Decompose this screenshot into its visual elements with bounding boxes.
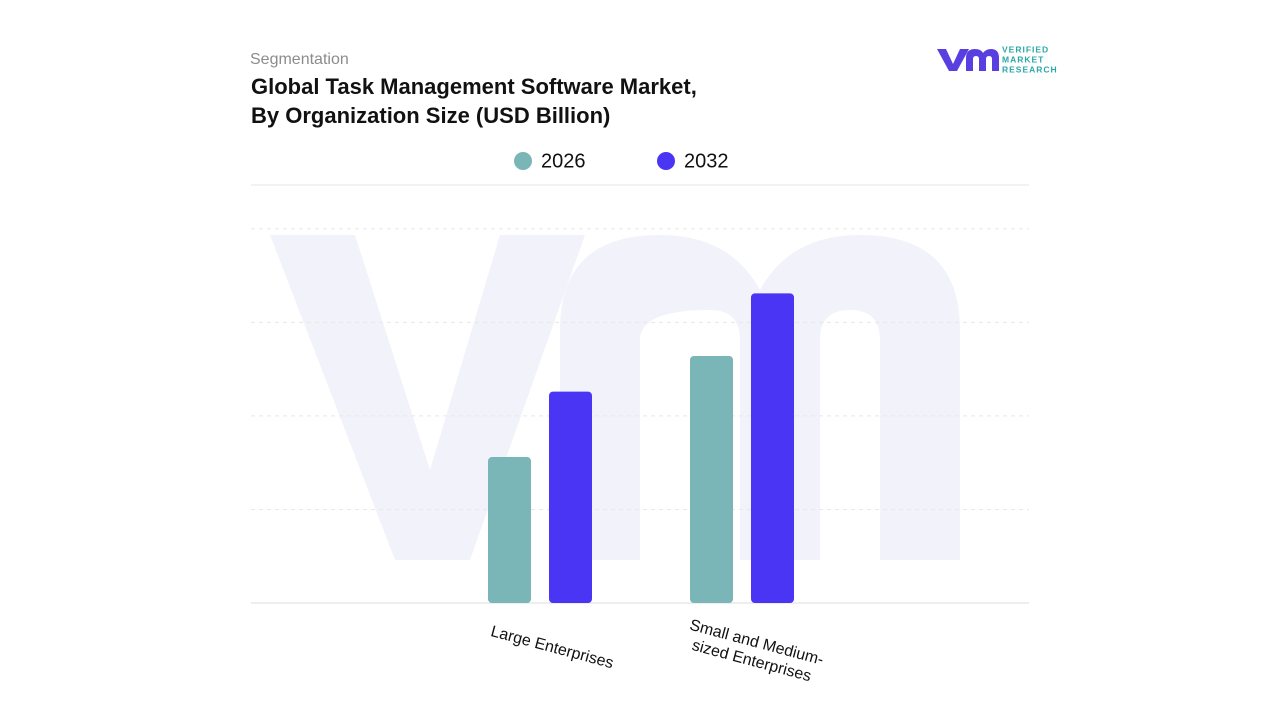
bar	[488, 457, 531, 603]
logo-text: VERIFIED	[1002, 44, 1049, 54]
logo-mark	[937, 49, 969, 71]
logo-text: RESEARCH	[1002, 64, 1058, 74]
bar	[690, 356, 733, 603]
watermark	[270, 235, 960, 560]
x-tick-label: Large Enterprises	[489, 623, 615, 672]
legend-label: 2026	[541, 150, 586, 172]
section-label: Segmentation	[250, 51, 349, 68]
bar	[549, 391, 592, 603]
legend-swatch	[657, 152, 675, 170]
legend-swatch	[514, 152, 532, 170]
bar	[751, 293, 794, 603]
x-tick-label: Small and Medium-sized Enterprises	[683, 617, 825, 687]
chart-title: Global Task Management Software Market,	[251, 74, 697, 99]
legend-label: 2032	[684, 150, 729, 172]
logo: VERIFIED MARKET RESEARCH	[937, 44, 1058, 74]
chart-subtitle: By Organization Size (USD Billion)	[251, 103, 610, 128]
logo-text: MARKET	[1002, 54, 1044, 64]
logo-mark	[966, 49, 999, 71]
